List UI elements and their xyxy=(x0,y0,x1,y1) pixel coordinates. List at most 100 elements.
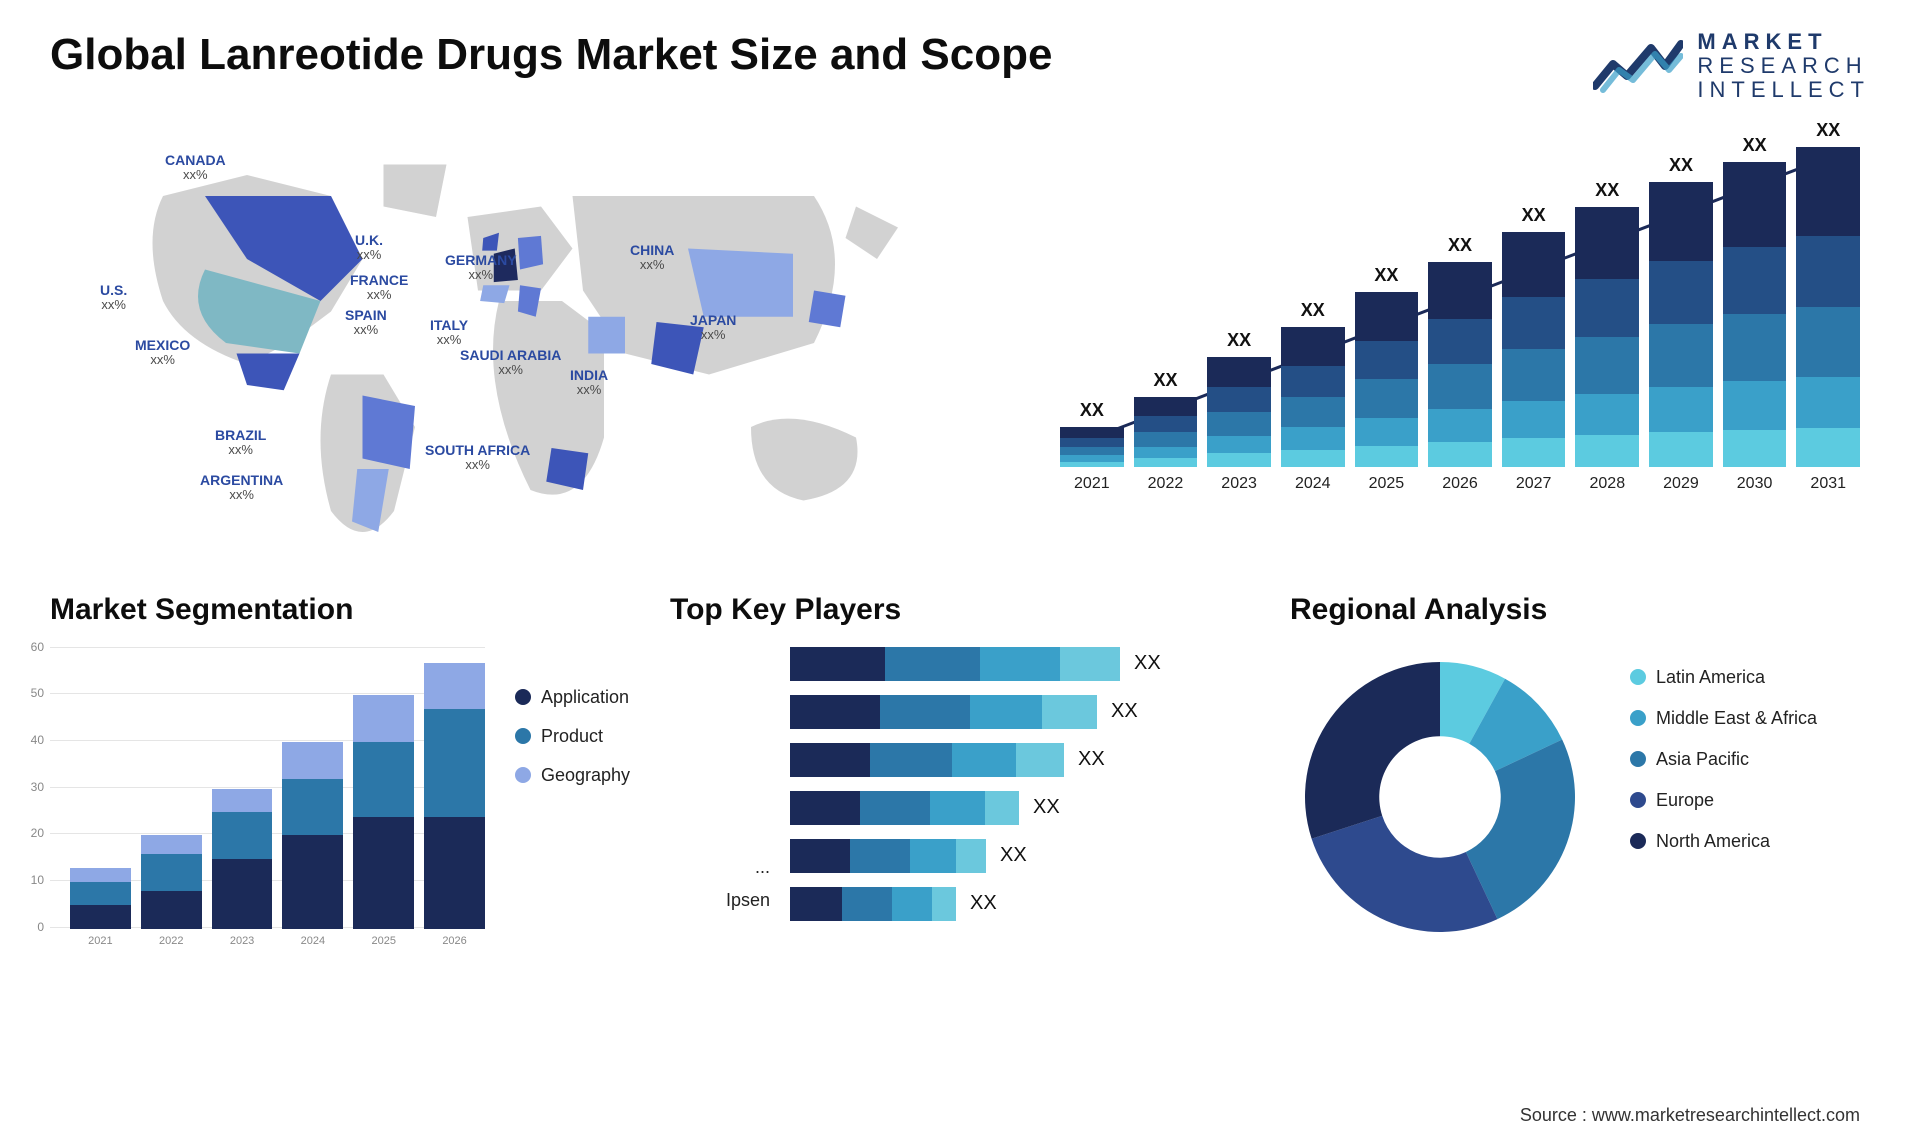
growth-seg xyxy=(1575,394,1639,436)
growth-seg xyxy=(1649,324,1713,387)
growth-seg xyxy=(1575,435,1639,466)
growth-seg xyxy=(1134,447,1198,458)
world-map: CANADAxx%U.S.xx%MEXICOxx%BRAZILxx%ARGENT… xyxy=(50,133,990,553)
seg-col-2023: 2023 xyxy=(212,789,273,947)
seg-segment xyxy=(212,812,273,859)
segmentation-title: Market Segmentation xyxy=(50,593,630,627)
legend-dot-icon xyxy=(515,689,531,705)
growth-col-2030: XX2030 xyxy=(1723,135,1787,493)
seg-bar xyxy=(212,789,273,929)
regional-legend-item: North America xyxy=(1630,831,1817,852)
seg-segment xyxy=(353,695,414,742)
growth-year-label: 2023 xyxy=(1221,475,1257,493)
growth-value-2030: XX xyxy=(1743,135,1767,156)
map-label-france: FRANCExx% xyxy=(350,273,408,303)
growth-seg xyxy=(1649,261,1713,324)
legend-dot-icon xyxy=(515,728,531,744)
growth-seg xyxy=(1575,207,1639,280)
kp-bar xyxy=(790,647,1120,681)
kp-bar xyxy=(790,791,1019,825)
kp-seg xyxy=(910,839,956,873)
key-players-title: Top Key Players xyxy=(670,593,1250,627)
growth-seg xyxy=(1428,319,1492,364)
growth-bar-2023 xyxy=(1207,357,1271,467)
growth-bar-2021 xyxy=(1060,427,1124,467)
kp-row-5: XX xyxy=(790,887,1250,921)
kp-seg xyxy=(790,791,860,825)
growth-value-2023: XX xyxy=(1227,330,1251,351)
growth-seg xyxy=(1134,397,1198,417)
regional-legend-item: Europe xyxy=(1630,790,1817,811)
seg-segment xyxy=(424,709,485,816)
brand-logo: MARKET RESEARCH INTELLECT xyxy=(1593,30,1870,103)
growth-seg xyxy=(1428,442,1492,467)
regional-panel: Regional Analysis Latin AmericaMiddle Ea… xyxy=(1290,593,1870,1013)
growth-seg xyxy=(1796,236,1860,306)
growth-bar-2027 xyxy=(1502,232,1566,467)
source-attribution: Source : www.marketresearchintellect.com xyxy=(1520,1105,1860,1126)
kp-seg xyxy=(930,791,985,825)
logo-text: MARKET RESEARCH INTELLECT xyxy=(1697,30,1870,103)
growth-seg xyxy=(1355,379,1419,418)
seg-xlabel: 2024 xyxy=(301,935,325,947)
growth-seg xyxy=(1207,412,1271,436)
legend-label: Latin America xyxy=(1656,667,1765,688)
seg-ytick: 10 xyxy=(31,873,44,887)
map-region-japan xyxy=(809,290,846,327)
growth-year-label: 2029 xyxy=(1663,475,1699,493)
growth-year-label: 2024 xyxy=(1295,475,1331,493)
growth-seg xyxy=(1207,357,1271,388)
seg-bar xyxy=(141,835,202,928)
kp-value: XX xyxy=(1134,652,1161,675)
growth-value-2022: XX xyxy=(1153,370,1177,391)
header: Global Lanreotide Drugs Market Size and … xyxy=(50,30,1870,103)
growth-col-2028: XX2028 xyxy=(1575,180,1639,493)
growth-col-2029: XX2029 xyxy=(1649,155,1713,493)
kp-seg xyxy=(885,647,980,681)
legend-label: North America xyxy=(1656,831,1770,852)
growth-seg xyxy=(1134,458,1198,466)
kp-seg xyxy=(790,887,842,921)
kp-seg xyxy=(1016,743,1064,777)
map-label-canada: CANADAxx% xyxy=(165,153,226,183)
seg-bars: 202120222023202420252026 xyxy=(70,647,485,947)
map-label-spain: SPAINxx% xyxy=(345,308,387,338)
seg-col-2022: 2022 xyxy=(141,835,202,946)
world-map-svg xyxy=(50,133,990,553)
legend-dot-icon xyxy=(1630,833,1646,849)
growth-col-2031: XX2031 xyxy=(1796,120,1860,493)
growth-chart: XX2021XX2022XX2023XX2024XX2025XX2026XX20… xyxy=(1050,133,1870,553)
growth-value-2026: XX xyxy=(1448,235,1472,256)
seg-segment xyxy=(353,742,414,817)
key-player-name-ellipsis: ... xyxy=(755,857,770,878)
seg-segment xyxy=(212,859,273,929)
growth-seg xyxy=(1796,307,1860,377)
growth-seg xyxy=(1723,247,1787,314)
segmentation-chart: 0102030405060202120222023202420252026 xyxy=(50,647,485,967)
key-players-panel: Top Key Players ... Ipsen XXXXXXXXXXXX xyxy=(670,593,1250,1013)
kp-seg xyxy=(932,887,956,921)
seg-segment xyxy=(212,789,273,812)
kp-bar xyxy=(790,743,1064,777)
growth-col-2025: XX2025 xyxy=(1355,265,1419,493)
seg-bar xyxy=(282,742,343,929)
growth-seg xyxy=(1723,162,1787,247)
seg-segment xyxy=(282,835,343,928)
map-label-japan: JAPANxx% xyxy=(690,313,736,343)
map-label-south-africa: SOUTH AFRICAxx% xyxy=(425,443,530,473)
growth-bar-2028 xyxy=(1575,207,1639,467)
seg-legend-item: Application xyxy=(515,687,630,708)
growth-bar-2022 xyxy=(1134,397,1198,467)
logo-line-1: MARKET xyxy=(1697,30,1870,54)
seg-segment xyxy=(70,868,131,882)
growth-seg xyxy=(1281,327,1345,366)
growth-value-2021: XX xyxy=(1080,400,1104,421)
kp-value: XX xyxy=(1000,844,1027,867)
seg-xlabel: 2026 xyxy=(442,935,466,947)
map-region-spain xyxy=(480,285,509,303)
growth-col-2023: XX 2023 xyxy=(1207,330,1271,493)
seg-legend-item: Geography xyxy=(515,765,630,786)
kp-bar xyxy=(790,839,986,873)
seg-segment xyxy=(424,817,485,929)
key-player-name-0: Ipsen xyxy=(726,890,770,911)
